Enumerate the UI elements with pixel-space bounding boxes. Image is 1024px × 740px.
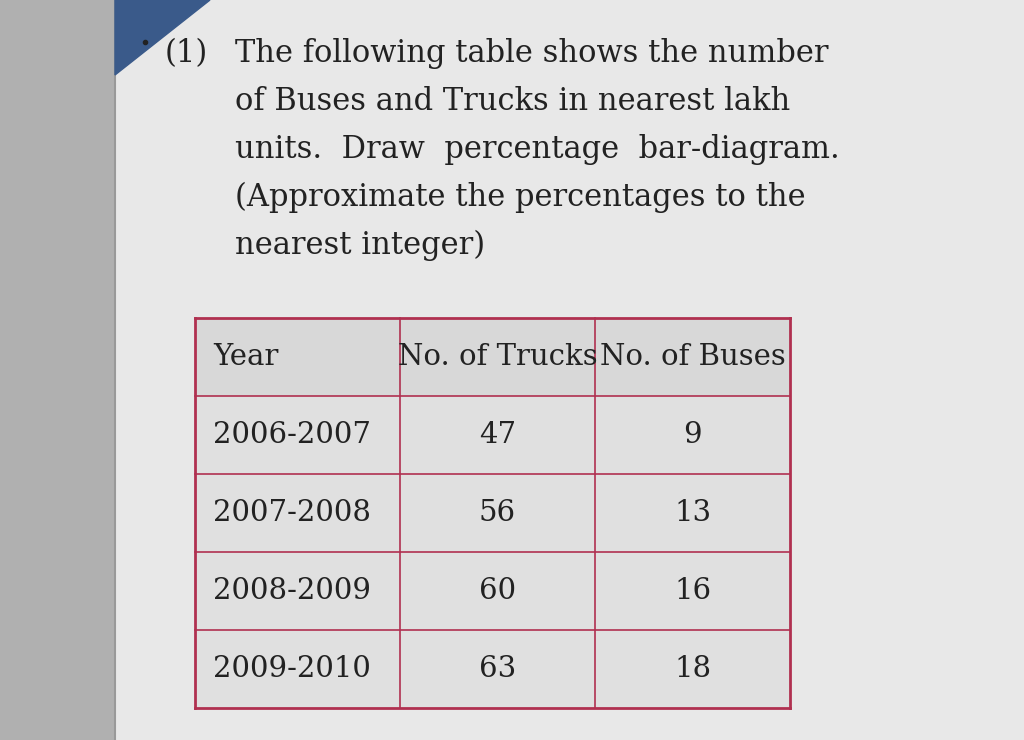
Text: 60: 60 [479,577,516,605]
Text: The following table shows the number: The following table shows the number [234,38,828,69]
Bar [195,396,400,474]
Bar [400,318,595,396]
Text: 2008-2009: 2008-2009 [213,577,371,605]
Bar [595,474,790,552]
Bar [595,630,790,708]
Text: (Approximate the percentages to the: (Approximate the percentages to the [234,182,806,213]
Text: 9: 9 [683,421,701,449]
Text: units.  Draw  percentage  bar-diagram.: units. Draw percentage bar-diagram. [234,134,840,165]
Bar [595,318,790,396]
Bar [195,318,400,396]
Text: 63: 63 [479,655,516,683]
Bar [0,0,115,740]
Text: (1): (1) [165,38,208,69]
Text: 18: 18 [674,655,711,683]
Text: 13: 13 [674,499,711,527]
Text: No. of Trucks: No. of Trucks [397,343,597,371]
Bar [115,0,1024,740]
Bar [400,552,595,630]
Bar [400,630,595,708]
Text: 56: 56 [479,499,516,527]
Text: nearest integer): nearest integer) [234,230,485,261]
Polygon shape [115,0,210,75]
Text: Year: Year [213,343,279,371]
Text: 2007-2008: 2007-2008 [213,499,371,527]
Text: of Buses and Trucks in nearest lakh: of Buses and Trucks in nearest lakh [234,86,791,117]
Text: 2009-2010: 2009-2010 [213,655,371,683]
Text: 2006-2007: 2006-2007 [213,421,371,449]
Bar [195,552,400,630]
Bar [595,552,790,630]
Text: No. of Buses: No. of Buses [600,343,785,371]
Bar [595,396,790,474]
Bar [195,474,400,552]
Text: 47: 47 [479,421,516,449]
Bar [400,396,595,474]
Bar [400,474,595,552]
Bar [195,630,400,708]
Text: 16: 16 [674,577,711,605]
